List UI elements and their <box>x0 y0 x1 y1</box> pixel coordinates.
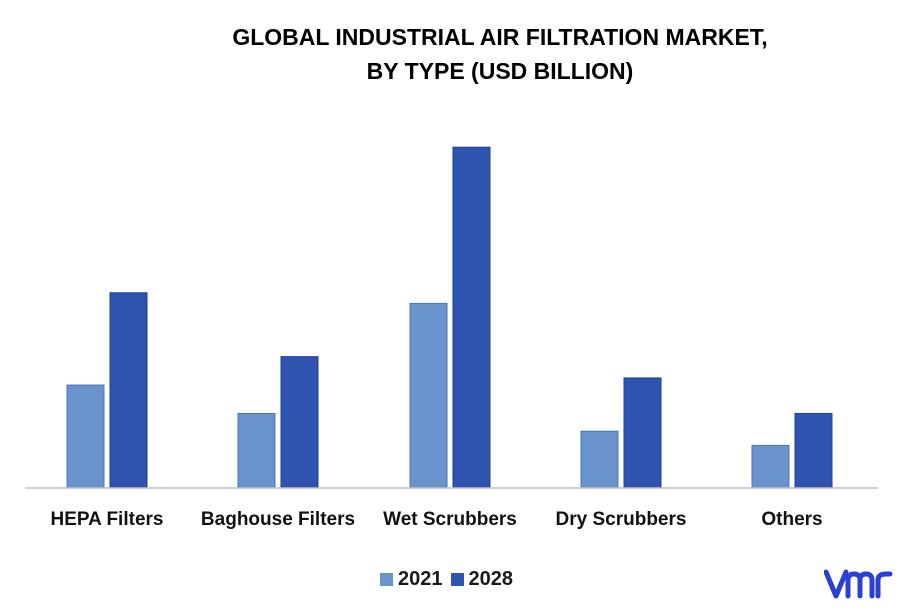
bar-wet-scrubbers-2028 <box>452 146 491 489</box>
legend: 2021 2028 <box>380 568 521 591</box>
bar-dry-scrubbers-2028 <box>623 377 662 489</box>
chart-title-line-1: GLOBAL INDUSTRIAL AIR FILTRATION MARKET, <box>232 24 768 50</box>
x-tick-label-wet-scrubbers: Wet Scrubbers <box>383 509 517 530</box>
chart-title: GLOBAL INDUSTRIAL AIR FILTRATION MARKET,… <box>150 20 850 88</box>
bar-baghouse-filters-2028 <box>280 356 319 489</box>
bar-others-2028 <box>794 412 833 489</box>
bar-hepa-filters-2021 <box>66 384 105 489</box>
bars-group <box>66 146 833 489</box>
x-tick-label-dry-scrubbers: Dry Scrubbers <box>556 509 687 530</box>
bar-others-2021 <box>751 444 790 489</box>
bar-dry-scrubbers-2021 <box>580 430 619 489</box>
bar-baghouse-filters-2021 <box>237 412 276 489</box>
bar-wet-scrubbers-2021 <box>409 302 448 489</box>
legend-swatch-2028 <box>450 573 464 586</box>
chart-title-line-2: BY TYPE (USD BILLION) <box>366 58 634 84</box>
x-tick-label-baghouse-filters: Baghouse Filters <box>201 509 355 530</box>
vmr-logo-icon <box>824 569 893 599</box>
legend-item-2028: 2028 <box>450 568 514 591</box>
x-tick-label-others: Others <box>761 509 822 530</box>
x-tick-labels: HEPA Filters Baghouse Filters Wet Scrubber… <box>51 509 823 530</box>
legend-label-2021: 2021 <box>398 568 443 590</box>
x-tick-label-hepa-filters: HEPA Filters <box>51 509 164 530</box>
legend-swatch-2021 <box>380 573 393 586</box>
legend-label-2028: 2028 <box>468 568 514 590</box>
legend-item-2021: 2021 <box>380 568 443 591</box>
bar-hepa-filters-2028 <box>109 292 148 489</box>
